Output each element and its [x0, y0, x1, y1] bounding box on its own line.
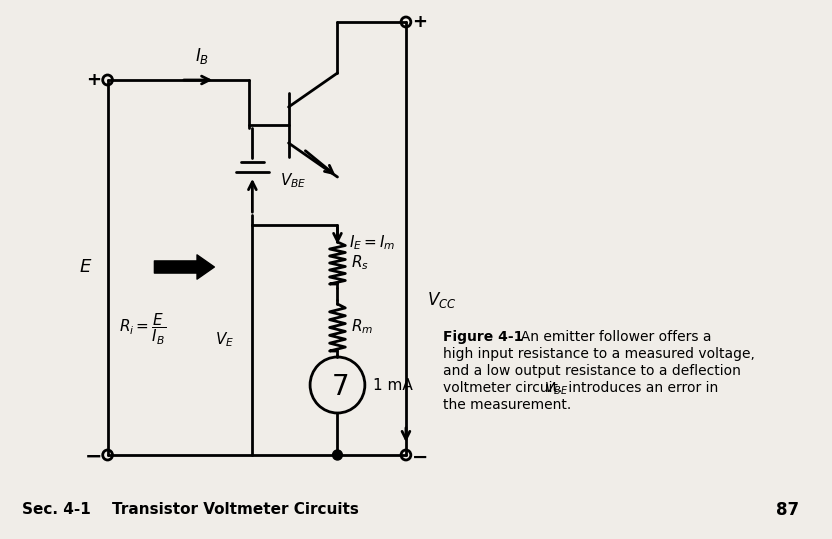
- Text: high input resistance to a measured voltage,: high input resistance to a measured volt…: [443, 347, 755, 361]
- Text: −: −: [412, 447, 428, 466]
- Text: 87: 87: [776, 501, 799, 519]
- Text: An emitter follower offers a: An emitter follower offers a: [512, 330, 711, 344]
- Circle shape: [333, 450, 342, 460]
- Text: −: −: [85, 447, 102, 467]
- Text: Transistor Voltmeter Circuits: Transistor Voltmeter Circuits: [112, 502, 359, 517]
- Text: introduces an error in: introduces an error in: [564, 381, 719, 395]
- Text: Sec. 4-1: Sec. 4-1: [22, 502, 90, 517]
- Text: $I_E = I_m$: $I_E = I_m$: [349, 233, 396, 252]
- Text: $V_{CC}$: $V_{CC}$: [428, 290, 457, 310]
- Text: $V_{BE}$: $V_{BE}$: [280, 171, 306, 190]
- Text: $V_{BE}$: $V_{BE}$: [544, 381, 568, 397]
- Text: voltmeter circuit.: voltmeter circuit.: [443, 381, 567, 395]
- Text: Figure 4-1: Figure 4-1: [443, 330, 523, 344]
- Text: $R_s$: $R_s$: [351, 254, 369, 272]
- Text: $R_m$: $R_m$: [351, 317, 374, 336]
- Text: $R_i = \dfrac{E}{I_B}$: $R_i = \dfrac{E}{I_B}$: [119, 311, 166, 347]
- Text: +: +: [87, 71, 102, 89]
- Text: $\mathsf{7}$: $\mathsf{7}$: [331, 373, 348, 401]
- Text: 1 mA: 1 mA: [373, 377, 413, 392]
- Text: +: +: [412, 13, 427, 31]
- Text: and a low output resistance to a deflection: and a low output resistance to a deflect…: [443, 364, 741, 378]
- Text: $E$: $E$: [79, 258, 92, 276]
- Text: $V_E$: $V_E$: [215, 330, 235, 349]
- Text: the measurement.: the measurement.: [443, 398, 572, 412]
- Text: $I_B$: $I_B$: [196, 46, 210, 66]
